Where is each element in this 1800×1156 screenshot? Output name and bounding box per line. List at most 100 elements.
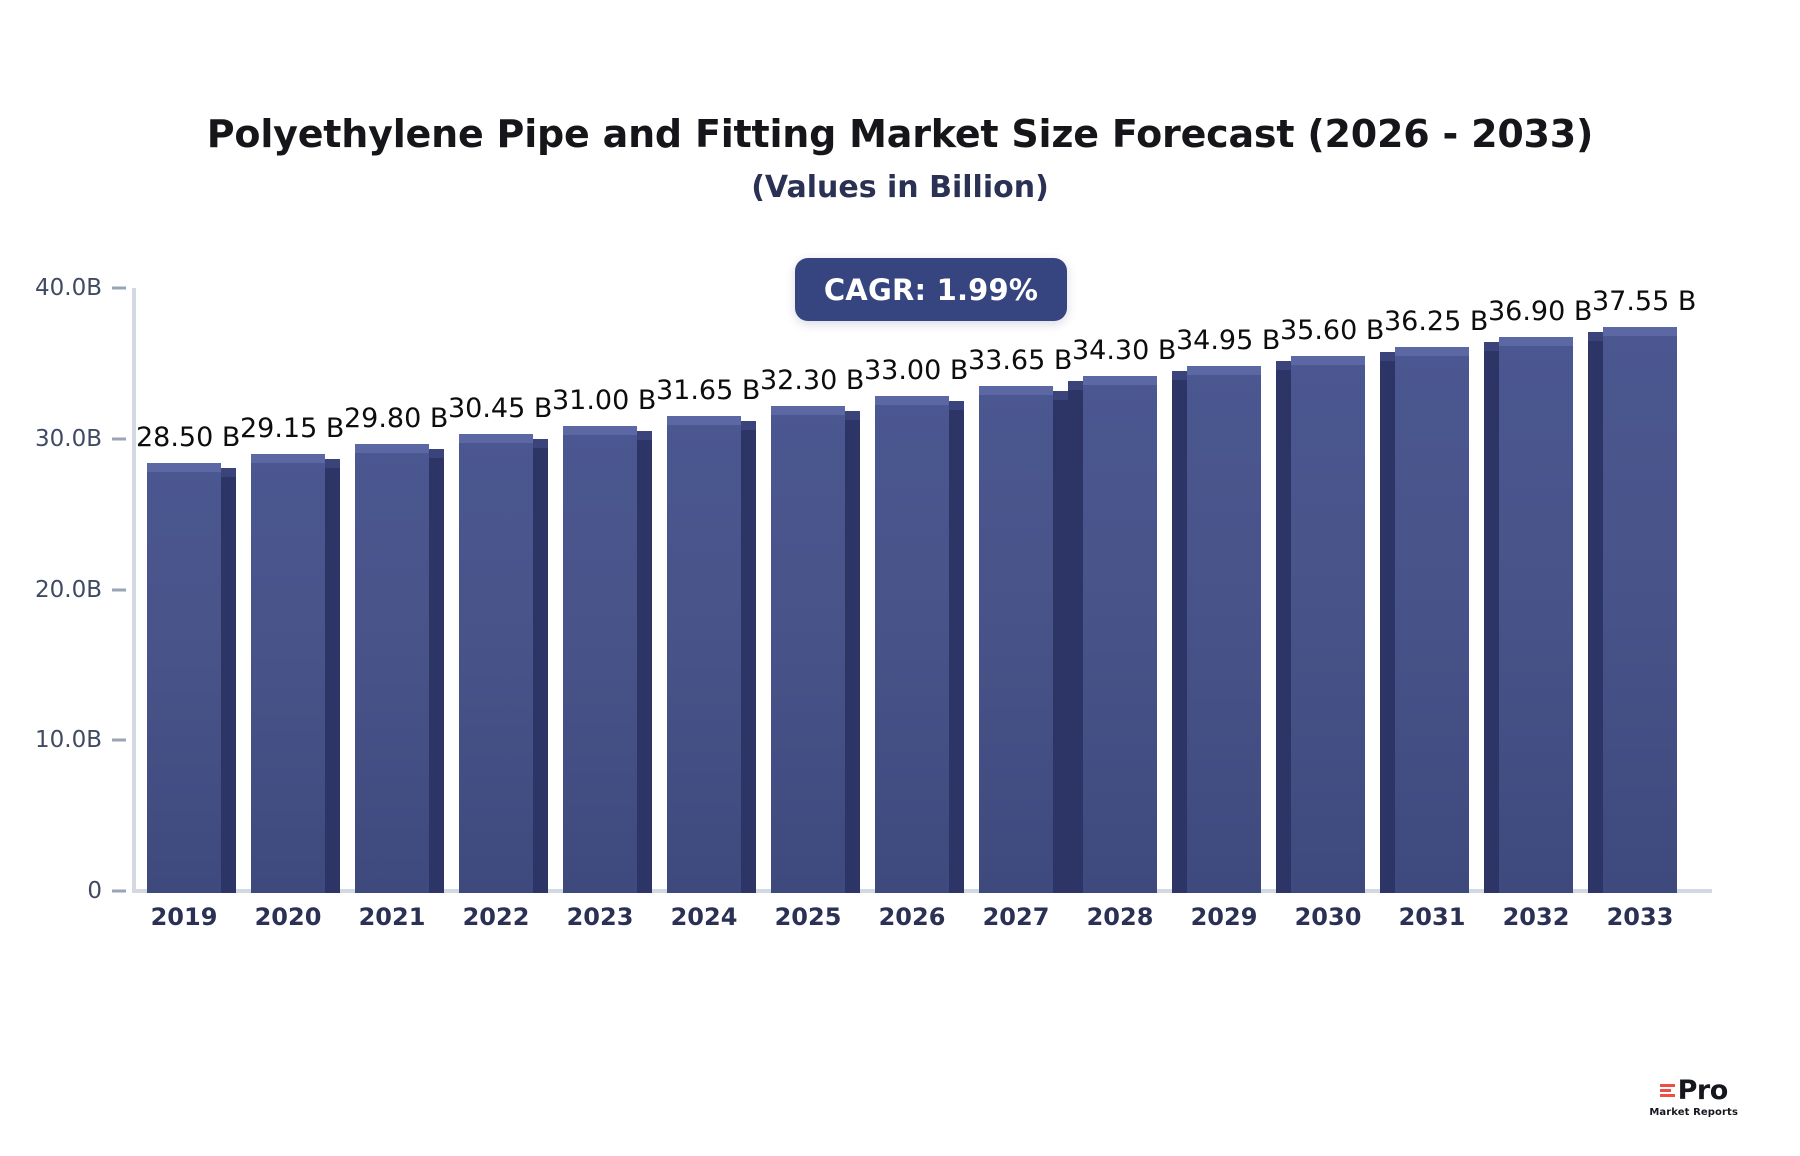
bar-3d-top-cap — [1276, 361, 1291, 371]
bar-value-label: 28.50 B — [135, 422, 241, 454]
logo-word: Pro — [1677, 1075, 1729, 1106]
bar-3d-top — [1083, 375, 1157, 385]
bar-3d-top — [459, 433, 533, 443]
bar-3d-top-cap — [741, 420, 756, 430]
bar-value-label: 33.65 B — [967, 344, 1073, 376]
bar-3d-top-cap — [1380, 351, 1395, 361]
bar-face — [771, 406, 845, 893]
y-axis-tick-label: 40.0B — [35, 275, 102, 301]
bar[interactable]: 28.50 B — [136, 422, 240, 893]
bar-3d-top — [147, 463, 221, 473]
bar-3d-side — [1068, 380, 1083, 893]
bar[interactable]: 29.15 B — [240, 413, 344, 893]
bar-3d-top-cap — [949, 400, 964, 410]
bar-face — [667, 415, 741, 893]
bar-3d-top — [251, 453, 325, 463]
bar[interactable]: 33.65 B — [968, 345, 1072, 893]
x-axis-tick-label: 2029 — [1190, 903, 1258, 931]
bar-3d-side — [1053, 390, 1068, 893]
bar-value-label: 31.00 B — [551, 384, 657, 416]
bar-3d-top-cap — [1484, 341, 1499, 351]
bar-3d-top-cap — [1068, 380, 1083, 390]
bar-face — [1395, 346, 1469, 893]
x-axis-tick-label: 2020 — [254, 903, 322, 931]
bar-3d-side — [429, 448, 444, 893]
bar-value-label: 32.30 B — [759, 365, 865, 397]
bar-3d-side — [221, 468, 236, 893]
bar-face — [1083, 375, 1157, 893]
bar-value-label: 36.90 B — [1487, 295, 1593, 327]
bar-face — [875, 395, 949, 893]
bar-3d-top-cap — [845, 411, 860, 421]
bar-face — [1499, 336, 1573, 893]
y-axis-tick-mark — [112, 437, 126, 441]
bar-value-label: 35.60 B — [1279, 315, 1385, 347]
bar-value-label: 33.00 B — [863, 354, 969, 386]
bar[interactable]: 36.25 B — [1380, 306, 1488, 893]
x-axis-tick-label: 2021 — [358, 903, 426, 931]
bar-value-label: 30.45 B — [447, 392, 553, 424]
logo-subtitle: Market Reports — [1649, 1107, 1738, 1118]
x-axis-tick-label: 2023 — [566, 903, 634, 931]
bar[interactable]: 32.30 B — [760, 365, 864, 893]
x-axis-tick-label: 2030 — [1294, 903, 1362, 931]
x-axis-tick-label: 2022 — [462, 903, 530, 931]
chart-title: Polyethylene Pipe and Fitting Market Siz… — [206, 112, 1594, 156]
bar-face — [1187, 366, 1261, 893]
bar[interactable]: 31.65 B — [656, 375, 760, 893]
bar-value-label: 29.15 B — [239, 412, 345, 444]
bar-3d-top — [563, 425, 637, 435]
bar-3d-side — [1484, 341, 1499, 893]
bar[interactable]: 34.95 B — [1172, 325, 1280, 893]
bar-value-label: 34.95 B — [1175, 325, 1281, 357]
x-axis-tick-label: 2028 — [1086, 903, 1154, 931]
logo-bars-icon — [1659, 1084, 1675, 1097]
bar-3d-top — [1291, 356, 1365, 366]
x-axis-tick-label: 2033 — [1606, 903, 1674, 931]
logo: Pro Market Reports — [1649, 1077, 1738, 1118]
bar-3d-top-cap — [429, 448, 444, 458]
bar-3d-side — [949, 400, 964, 893]
x-axis-tick-label: 2024 — [670, 903, 738, 931]
bar-3d-side — [325, 458, 340, 893]
bar-3d-side — [1276, 361, 1291, 893]
bar-face — [459, 433, 533, 893]
bar[interactable]: 37.55 B — [1588, 286, 1696, 893]
bar-value-label: 37.55 B — [1591, 285, 1697, 317]
bar-face — [355, 443, 429, 893]
bar[interactable]: 31.00 B — [552, 385, 656, 893]
y-axis-line — [132, 288, 136, 891]
chart-subtitle: (Values in Billion) — [751, 170, 1049, 205]
bar[interactable]: 33.00 B — [864, 355, 968, 893]
bar-3d-side — [1172, 371, 1187, 893]
bar-3d-top-cap — [533, 438, 548, 448]
y-axis-tick-mark — [112, 738, 126, 742]
y-axis-tick-mark — [112, 889, 126, 893]
y-axis-tick-mark — [112, 588, 126, 591]
x-axis-tick-label: 2031 — [1398, 903, 1466, 931]
bar-3d-side — [1380, 351, 1395, 893]
y-axis-tick-mark — [112, 286, 126, 290]
bar-value-label: 36.25 B — [1383, 305, 1489, 337]
bar-3d-top — [1603, 326, 1677, 336]
bar[interactable]: 36.90 B — [1484, 296, 1592, 893]
bar[interactable]: 29.80 B — [344, 403, 448, 893]
bar[interactable]: 34.30 B — [1068, 335, 1176, 893]
bar-3d-top — [1187, 366, 1261, 376]
bar[interactable]: 35.60 B — [1276, 315, 1384, 893]
bar-3d-top — [979, 385, 1053, 395]
x-axis-tick-label: 2032 — [1502, 903, 1570, 931]
bar-3d-side — [533, 438, 548, 893]
bar-face — [1291, 356, 1365, 893]
bar-3d-side — [1588, 331, 1603, 893]
x-axis-tick-label: 2025 — [774, 903, 842, 931]
bar-face — [979, 385, 1053, 893]
bar-face — [1603, 326, 1677, 893]
bar-3d-top — [875, 395, 949, 405]
bar[interactable]: 30.45 B — [448, 393, 552, 893]
bar-3d-side — [741, 420, 756, 893]
y-axis-tick-label: 30.0B — [35, 425, 102, 452]
bar-3d-top — [1395, 346, 1469, 356]
cagr-badge-label: CAGR: 1.99% — [823, 272, 1039, 307]
